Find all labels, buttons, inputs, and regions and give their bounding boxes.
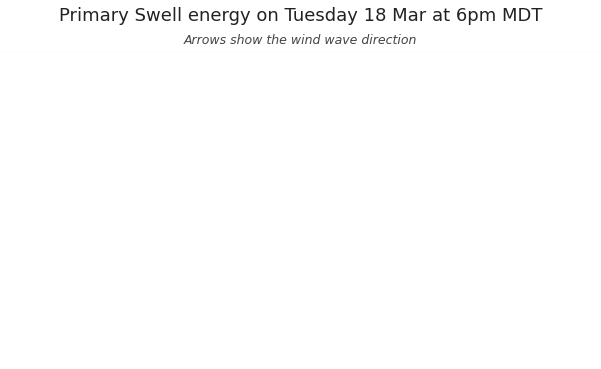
- Text: Primary Swell energy on Tuesday 18 Mar at 6pm MDT: Primary Swell energy on Tuesday 18 Mar a…: [59, 7, 542, 25]
- Text: Arrows show the wind wave direction: Arrows show the wind wave direction: [184, 34, 417, 47]
- Text: Map requires cartopy: Map requires cartopy: [212, 201, 389, 220]
